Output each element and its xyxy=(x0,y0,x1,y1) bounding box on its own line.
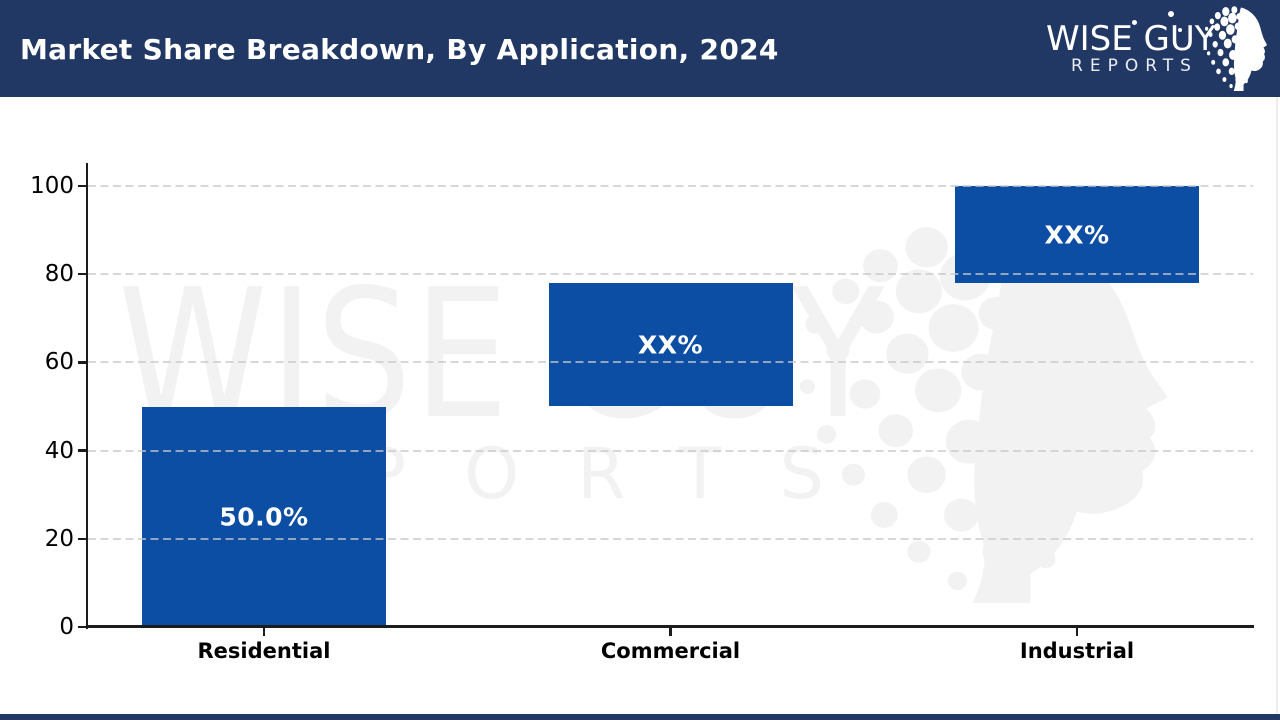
logo-wordmark: WISE GUY xyxy=(1046,19,1216,59)
bar-commercial: XX% xyxy=(548,283,793,407)
logo-head-icon xyxy=(1203,6,1268,91)
logo-dot xyxy=(1132,20,1137,25)
bar-value-label: 50.0% xyxy=(219,502,309,532)
page-title: Market Share Breakdown, By Application, … xyxy=(20,33,779,66)
logo-dot xyxy=(1178,28,1182,32)
bar-value-label: XX% xyxy=(637,330,704,360)
bar-value-label: XX% xyxy=(1044,220,1110,249)
bar-industrial: XX% xyxy=(955,186,1199,284)
right-border xyxy=(1276,97,1278,714)
y-axis-line xyxy=(85,163,88,629)
logo-dot xyxy=(1168,11,1174,17)
footer-bar xyxy=(0,714,1280,720)
bar-residential: 50.0% xyxy=(142,406,386,627)
logo-subtext: REPORTS xyxy=(1071,56,1198,76)
header-bar: Market Share Breakdown, By Application, … xyxy=(0,0,1280,97)
wiseguy-logo: WISE GUY REPORTS xyxy=(1040,0,1276,97)
x-axis-line xyxy=(85,625,1254,628)
